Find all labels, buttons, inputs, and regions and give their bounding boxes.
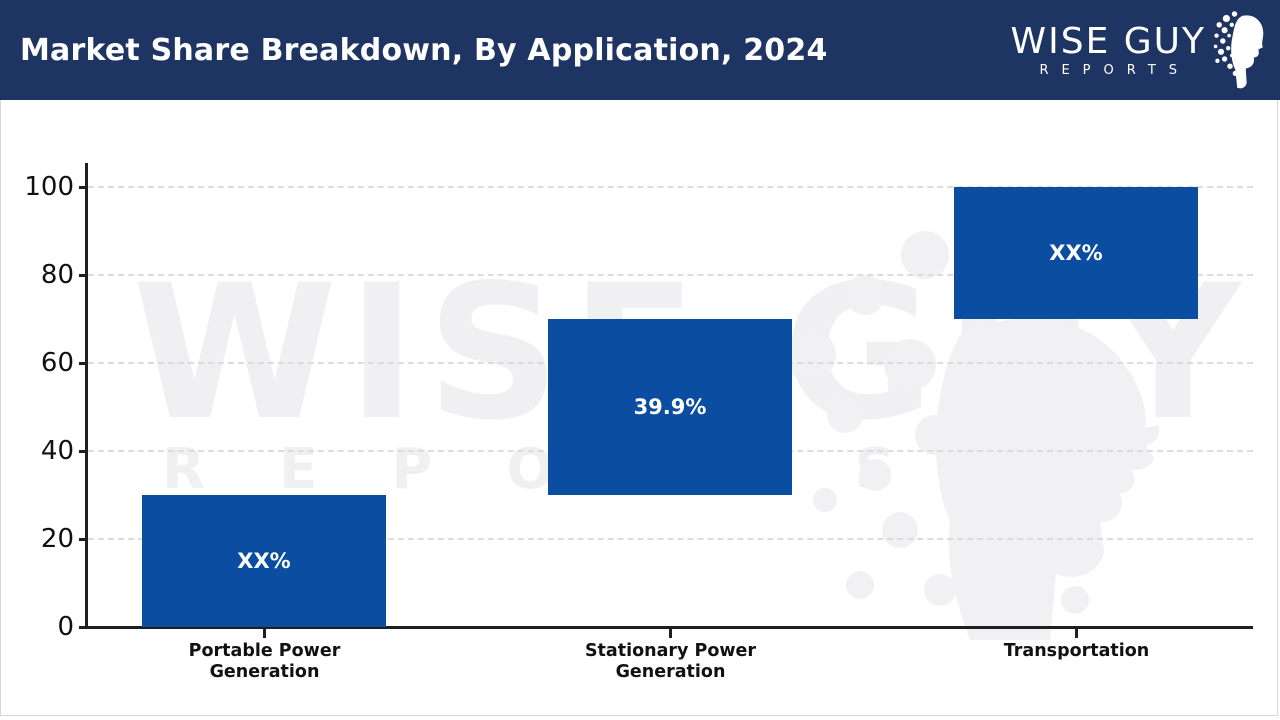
bar-value-label: XX% <box>237 549 291 573</box>
watermark-head-profile-icon <box>784 231 1160 640</box>
y-tick-label: 80 <box>40 260 74 290</box>
bar-value-label: XX% <box>1049 241 1103 266</box>
x-tick <box>1075 629 1078 638</box>
brand-logo: WISE GUY REPORTS <box>1011 6 1267 94</box>
y-tick-label: 100 <box>24 172 74 202</box>
y-tick <box>79 362 88 365</box>
y-axis-spine <box>85 163 88 629</box>
y-tick-label: 40 <box>40 436 74 466</box>
market-share-bar: XX% <box>954 187 1198 320</box>
x-category-label: Portable Power Generation <box>188 641 341 682</box>
brand-logo-text: WISE GUY REPORTS <box>1010 20 1207 78</box>
brand-subname: REPORTS <box>1039 62 1191 78</box>
y-tick <box>79 538 88 541</box>
y-tick <box>79 450 88 453</box>
bar-value-label: 39.9% <box>633 395 707 420</box>
x-axis-spine <box>85 626 1253 629</box>
x-category-label: Transportation <box>1003 641 1150 661</box>
market-share-bar: 39.9% <box>548 319 792 495</box>
y-tick-label: 0 <box>57 612 74 642</box>
brand-name: WISE GUY <box>1010 20 1206 62</box>
y-tick <box>79 186 88 189</box>
y-tick <box>79 274 88 277</box>
y-gridline <box>88 274 1253 276</box>
x-tick <box>669 629 672 638</box>
y-tick-label: 20 <box>40 524 74 554</box>
y-gridline <box>88 538 1253 540</box>
y-tick <box>79 626 88 629</box>
head-profile-icon <box>1213 11 1264 89</box>
market-share-bar: XX% <box>142 495 386 627</box>
x-tick <box>263 629 266 638</box>
y-tick-label: 60 <box>40 348 74 378</box>
header-bar: Market Share Breakdown, By Application, … <box>0 0 1280 100</box>
y-gridline <box>88 186 1253 188</box>
x-category-label: Stationary Power Generation <box>584 641 757 682</box>
page-title: Market Share Breakdown, By Application, … <box>20 32 828 68</box>
